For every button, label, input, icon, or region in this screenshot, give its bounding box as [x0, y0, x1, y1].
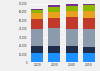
Bar — [83, 5, 95, 11]
Bar — [48, 18, 60, 28]
Bar — [31, 53, 43, 62]
Bar — [66, 11, 78, 17]
Bar — [31, 10, 43, 13]
Bar — [31, 19, 43, 29]
Bar — [48, 46, 60, 53]
Bar — [48, 12, 60, 18]
Bar — [31, 13, 43, 19]
Bar — [31, 29, 43, 47]
Bar — [83, 2, 95, 5]
Bar — [83, 18, 95, 29]
Bar — [48, 7, 60, 12]
Bar — [48, 5, 60, 7]
Bar — [48, 53, 60, 62]
Bar — [31, 47, 43, 53]
Bar — [83, 11, 95, 18]
Bar — [48, 28, 60, 46]
Bar — [83, 29, 95, 47]
Bar — [66, 46, 78, 53]
Bar — [31, 9, 43, 10]
Bar — [66, 29, 78, 46]
Bar — [83, 47, 95, 53]
Bar — [66, 53, 78, 62]
Bar — [66, 17, 78, 29]
Bar — [66, 3, 78, 6]
Bar — [66, 6, 78, 11]
Bar — [83, 53, 95, 62]
